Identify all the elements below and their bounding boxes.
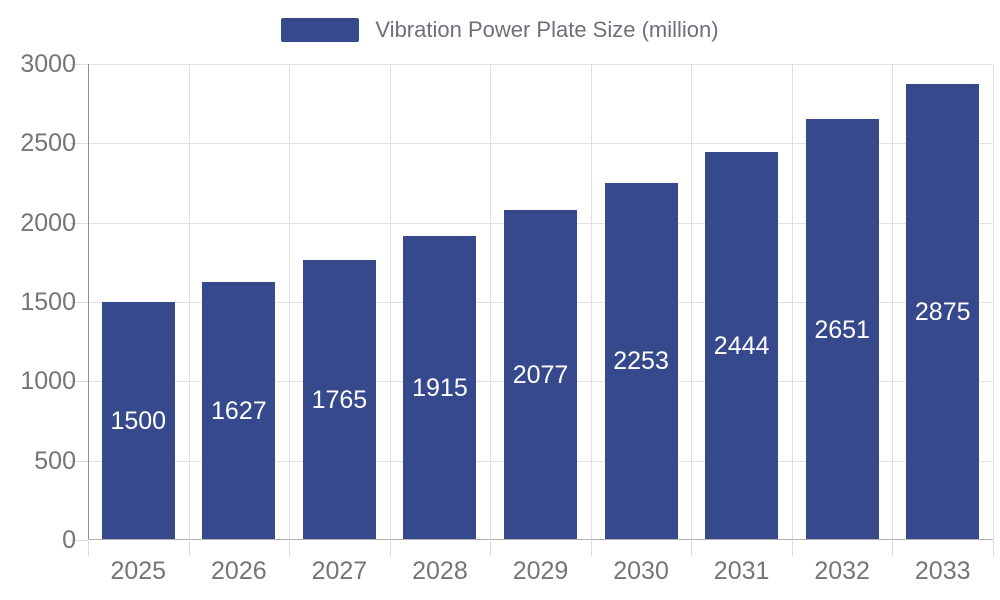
bar-value-label: 1627 bbox=[211, 396, 267, 425]
x-tick-label: 2026 bbox=[211, 557, 267, 585]
x-gridline bbox=[993, 64, 994, 540]
bar: 2077 bbox=[504, 210, 577, 540]
x-tick-mark bbox=[892, 541, 894, 556]
x-gridline bbox=[289, 64, 291, 540]
y-tick-label: 2500 bbox=[20, 129, 76, 158]
x-gridline bbox=[389, 64, 391, 540]
x-gridline bbox=[791, 64, 793, 540]
x-axis-line bbox=[88, 539, 993, 540]
x-tick-mark bbox=[188, 541, 190, 556]
y-tick-mark bbox=[70, 143, 88, 145]
bar-value-label: 2651 bbox=[814, 315, 870, 344]
bar-value-label: 1765 bbox=[311, 385, 368, 414]
x-tick-label: 2025 bbox=[110, 557, 167, 585]
y-tick-mark bbox=[70, 381, 88, 383]
y-tick-mark bbox=[70, 64, 88, 65]
bar-value-label: 1915 bbox=[412, 374, 468, 403]
y-tick-mark bbox=[70, 460, 88, 462]
bar-value-label: 2253 bbox=[613, 347, 669, 376]
y-tick-label: 500 bbox=[34, 446, 76, 475]
y-gridline bbox=[88, 64, 993, 65]
bar-value-label: 1500 bbox=[110, 407, 167, 435]
x-gridline bbox=[188, 64, 190, 540]
bar-value-label: 2077 bbox=[512, 361, 569, 390]
x-tick-mark bbox=[590, 541, 592, 556]
x-tick-mark bbox=[993, 541, 994, 556]
y-tick-mark bbox=[70, 302, 88, 303]
x-tick-label: 2027 bbox=[311, 557, 368, 585]
plot-area: 1500 1627 1765 1915 2077 2253 2444 2651 2875 bbox=[88, 64, 994, 540]
x-tick-label: 2030 bbox=[613, 557, 669, 585]
x-tick-label: 2029 bbox=[512, 557, 569, 585]
x-tick-mark bbox=[389, 541, 391, 556]
legend[interactable]: Vibration Power Plate Size (million) bbox=[0, 16, 1000, 44]
x-tick-mark bbox=[791, 541, 793, 556]
bar: 1500 bbox=[101, 302, 175, 540]
y-tick-label: 3000 bbox=[20, 50, 76, 78]
x-gridline bbox=[892, 64, 894, 540]
x-tick-label: 2033 bbox=[914, 557, 971, 585]
y-tick-label: 1000 bbox=[20, 367, 76, 396]
bar-value-label: 2444 bbox=[713, 332, 770, 361]
bar-value-label: 2875 bbox=[914, 297, 971, 326]
legend-swatch bbox=[281, 18, 360, 42]
bar: 2875 bbox=[906, 83, 980, 540]
x-tick-label: 2031 bbox=[713, 557, 770, 585]
bar: 1765 bbox=[302, 259, 376, 540]
x-tick-mark bbox=[289, 541, 291, 556]
bar: 1915 bbox=[403, 236, 477, 540]
y-tick-mark bbox=[70, 222, 88, 224]
x-gridline bbox=[691, 64, 693, 540]
y-gridline bbox=[88, 143, 993, 145]
x-tick-label: 2028 bbox=[412, 557, 468, 585]
y-axis-line bbox=[88, 64, 89, 540]
x-tick-label: 2032 bbox=[814, 557, 870, 585]
x-tick-mark bbox=[490, 541, 492, 556]
legend-label: Vibration Power Plate Size (million) bbox=[375, 17, 719, 42]
bar: 2253 bbox=[604, 182, 678, 540]
x-tick-mark bbox=[88, 541, 89, 556]
y-tick-mark bbox=[70, 540, 88, 541]
x-gridline bbox=[490, 64, 492, 540]
bar: 2651 bbox=[805, 119, 879, 540]
y-tick-label: 0 bbox=[62, 526, 76, 554]
x-tick-mark bbox=[691, 541, 693, 556]
y-tick-label: 2000 bbox=[20, 208, 76, 237]
x-gridline bbox=[590, 64, 592, 540]
bar: 2444 bbox=[705, 152, 779, 540]
bar: 1627 bbox=[202, 281, 276, 540]
y-tick-label: 1500 bbox=[20, 288, 76, 316]
